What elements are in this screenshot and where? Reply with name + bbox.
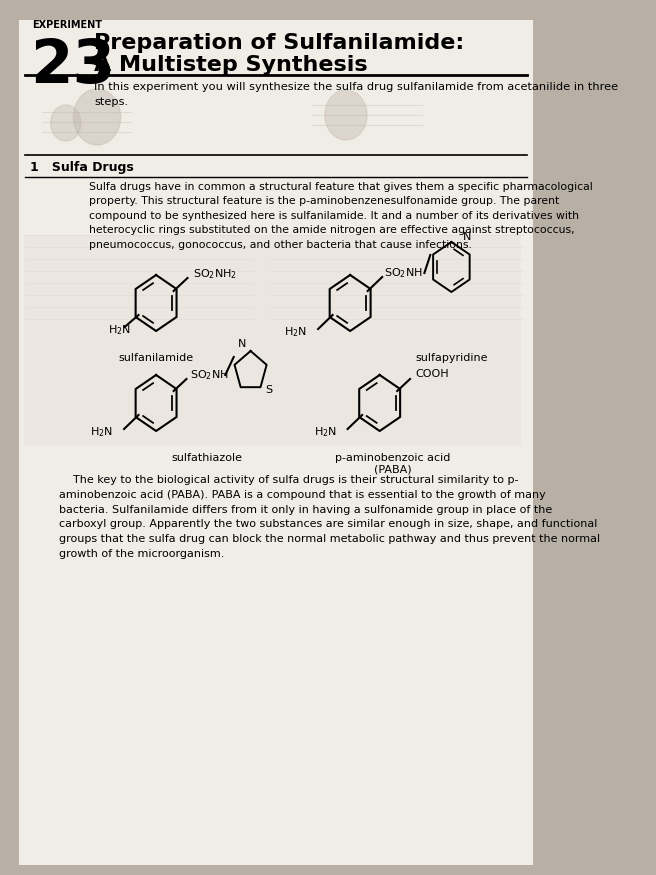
- Text: p-aminobenzoic acid
(PABA): p-aminobenzoic acid (PABA): [335, 453, 450, 474]
- Text: H$_2$N: H$_2$N: [91, 425, 113, 439]
- Text: In this experiment you will synthesize the sulfa drug sulfanilamide from acetani: In this experiment you will synthesize t…: [94, 82, 619, 107]
- Circle shape: [325, 90, 367, 140]
- Text: sulfanilamide: sulfanilamide: [119, 353, 194, 363]
- FancyBboxPatch shape: [24, 235, 522, 445]
- Text: sulfapyridine: sulfapyridine: [415, 353, 487, 363]
- Text: H$_2$N: H$_2$N: [284, 326, 307, 339]
- Text: N: N: [238, 339, 247, 349]
- Text: COOH: COOH: [415, 369, 449, 379]
- Circle shape: [51, 105, 81, 141]
- Circle shape: [73, 89, 121, 145]
- Text: H$_2$N: H$_2$N: [314, 425, 337, 439]
- Text: S: S: [266, 385, 273, 395]
- Text: A Multistep Synthesis: A Multistep Synthesis: [94, 55, 368, 75]
- Text: SO$_2$NH: SO$_2$NH: [384, 266, 422, 280]
- Text: N: N: [462, 232, 471, 242]
- Text: sulfathiazole: sulfathiazole: [171, 453, 242, 463]
- Text: EXPERIMENT: EXPERIMENT: [32, 20, 102, 30]
- Text: Preparation of Sulfanilamide:: Preparation of Sulfanilamide:: [94, 33, 464, 53]
- Text: SO$_2$NH: SO$_2$NH: [190, 368, 228, 382]
- Text: SO$_2$NH$_2$: SO$_2$NH$_2$: [193, 267, 236, 281]
- Text: H$_2$N: H$_2$N: [108, 323, 131, 337]
- Text: 1   Sulfa Drugs: 1 Sulfa Drugs: [30, 161, 133, 174]
- Text: The key to the biological activity of sulfa drugs is their structural similarity: The key to the biological activity of su…: [59, 475, 600, 559]
- Text: 23: 23: [30, 37, 115, 96]
- Text: Sulfa drugs have in common a structural feature that gives them a specific pharm: Sulfa drugs have in common a structural …: [89, 182, 592, 249]
- FancyBboxPatch shape: [18, 20, 533, 865]
